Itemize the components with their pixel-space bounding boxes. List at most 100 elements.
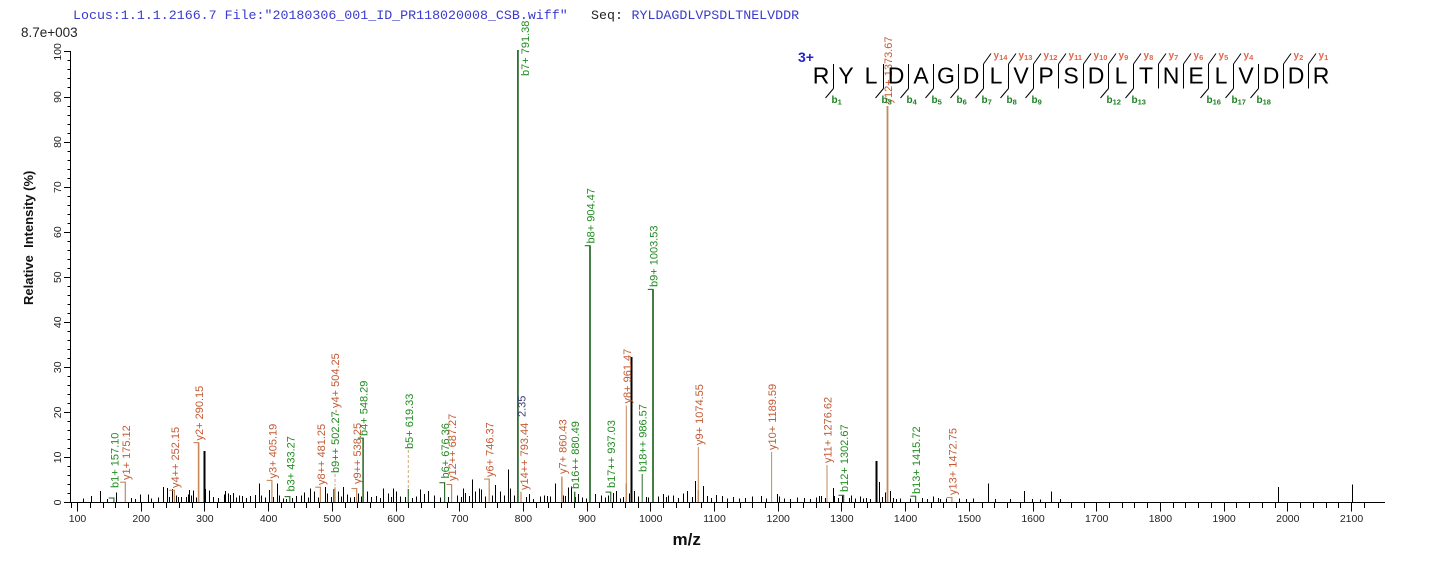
svg-text:b4+ 548.29: b4+ 548.29 bbox=[359, 381, 371, 436]
svg-text:90: 90 bbox=[52, 91, 64, 103]
svg-text:1800: 1800 bbox=[1149, 513, 1173, 525]
svg-text:R: R bbox=[813, 63, 830, 89]
svg-text:L: L bbox=[990, 63, 1003, 89]
svg-text:R: R bbox=[1313, 63, 1330, 89]
svg-text:1900: 1900 bbox=[1212, 513, 1236, 525]
svg-text:T: T bbox=[1139, 63, 1153, 89]
svg-text:y10+ 1189.59: y10+ 1189.59 bbox=[767, 384, 779, 450]
svg-text:b13+ 1415.72: b13+ 1415.72 bbox=[911, 426, 923, 494]
svg-text:y8++ 481.25: y8++ 481.25 bbox=[316, 424, 328, 485]
svg-text:L: L bbox=[1115, 63, 1128, 89]
svg-text:80: 80 bbox=[52, 136, 64, 148]
svg-text:D: D bbox=[1288, 63, 1305, 89]
svg-text:D: D bbox=[963, 63, 980, 89]
svg-text:D: D bbox=[1088, 63, 1105, 89]
svg-text:1200: 1200 bbox=[767, 513, 791, 525]
svg-text:b9++ 502.27: b9++ 502.27 bbox=[330, 411, 342, 473]
svg-text:y14: y14 bbox=[994, 51, 1009, 63]
svg-text:500: 500 bbox=[324, 513, 342, 525]
svg-text:b3: b3 bbox=[882, 95, 892, 107]
svg-text:1600: 1600 bbox=[1021, 513, 1045, 525]
svg-text:m/z: m/z bbox=[673, 530, 701, 549]
svg-text:y7: y7 bbox=[1169, 51, 1179, 63]
svg-text:N: N bbox=[1163, 63, 1180, 89]
svg-text:b18++ 986.57: b18++ 986.57 bbox=[638, 404, 650, 472]
svg-text:20: 20 bbox=[52, 406, 64, 418]
svg-text:y1: y1 bbox=[1319, 51, 1329, 63]
svg-text:b17++ 937.03: b17++ 937.03 bbox=[606, 420, 618, 488]
svg-text:y4+ 504.25: y4+ 504.25 bbox=[330, 353, 342, 408]
svg-text:b9: b9 bbox=[1032, 95, 1042, 107]
svg-text:60: 60 bbox=[52, 226, 64, 238]
svg-text:b4: b4 bbox=[907, 95, 918, 107]
svg-text:y13: y13 bbox=[1019, 51, 1033, 63]
svg-text:b13: b13 bbox=[1132, 95, 1146, 107]
svg-text:0: 0 bbox=[52, 499, 64, 505]
svg-text:P: P bbox=[1038, 63, 1053, 89]
svg-text:300: 300 bbox=[196, 513, 214, 525]
svg-text:y14++ 793.44: y14++ 793.44 bbox=[519, 423, 531, 490]
svg-text:30: 30 bbox=[52, 361, 64, 373]
svg-text:1000: 1000 bbox=[639, 513, 663, 525]
svg-text:y11: y11 bbox=[1069, 51, 1083, 63]
svg-text:-: - bbox=[330, 409, 342, 413]
svg-text:600: 600 bbox=[387, 513, 405, 525]
svg-text:y6+ 746.37: y6+ 746.37 bbox=[485, 422, 497, 477]
svg-text:L: L bbox=[1215, 63, 1228, 89]
svg-text:b16: b16 bbox=[1207, 95, 1221, 107]
svg-text:y6: y6 bbox=[1194, 51, 1204, 63]
svg-text:Y: Y bbox=[838, 63, 853, 89]
svg-text:S: S bbox=[1063, 63, 1078, 89]
svg-text:900: 900 bbox=[578, 513, 596, 525]
svg-text:b9+ 1003.53: b9+ 1003.53 bbox=[649, 226, 661, 287]
svg-text:RYLDAGDLVPSDLTNELVDDR: RYLDAGDLVPSDLTNELVDDR bbox=[632, 8, 800, 23]
svg-text:y12+ 1373.67: y12+ 1373.67 bbox=[883, 37, 895, 104]
svg-text:y7+ 860.43: y7+ 860.43 bbox=[557, 419, 569, 474]
svg-text:70: 70 bbox=[52, 181, 64, 193]
svg-text:8.7e+003: 8.7e+003 bbox=[21, 25, 78, 40]
svg-text:2100: 2100 bbox=[1340, 513, 1364, 525]
svg-text:b18: b18 bbox=[1257, 95, 1271, 107]
svg-text:y1+ 175.12: y1+ 175.12 bbox=[121, 425, 133, 480]
svg-text:y8: y8 bbox=[1144, 51, 1154, 63]
svg-text:V: V bbox=[1013, 63, 1029, 89]
svg-text:2.35: 2.35 bbox=[517, 396, 529, 417]
svg-text:Relative Intensity (%): Relative Intensity (%) bbox=[21, 171, 36, 305]
svg-text:y12++ 687.27: y12++ 687.27 bbox=[447, 414, 459, 481]
svg-text:y8+ 961.47: y8+ 961.47 bbox=[622, 349, 634, 404]
svg-text:b17: b17 bbox=[1232, 95, 1246, 107]
svg-text:y4++ 252.15: y4++ 252.15 bbox=[170, 427, 182, 488]
svg-text:100: 100 bbox=[52, 43, 64, 61]
svg-text:b5+ 619.33: b5+ 619.33 bbox=[404, 394, 416, 449]
svg-text:b8+ 904.47: b8+ 904.47 bbox=[586, 188, 598, 243]
svg-text:b12+ 1302.67: b12+ 1302.67 bbox=[839, 424, 851, 492]
svg-text:b3+ 433.27: b3+ 433.27 bbox=[285, 436, 297, 491]
svg-text:b6+ 676.36: b6+ 676.36 bbox=[440, 423, 452, 478]
svg-text:y9: y9 bbox=[1119, 51, 1129, 63]
svg-text:2000: 2000 bbox=[1276, 513, 1300, 525]
svg-text:y5: y5 bbox=[1219, 51, 1229, 63]
svg-text:V: V bbox=[1238, 63, 1254, 89]
svg-text:100: 100 bbox=[69, 513, 87, 525]
svg-text:y11+ 1276.62: y11+ 1276.62 bbox=[823, 397, 835, 463]
svg-text:y9+ 1074.55: y9+ 1074.55 bbox=[694, 384, 706, 445]
svg-text:400: 400 bbox=[260, 513, 278, 525]
svg-text:1700: 1700 bbox=[1085, 513, 1109, 525]
svg-text:E: E bbox=[1188, 63, 1203, 89]
svg-text:y4: y4 bbox=[1244, 51, 1255, 63]
svg-text:1300: 1300 bbox=[830, 513, 854, 525]
svg-text:y10: y10 bbox=[1094, 51, 1108, 63]
svg-text:y2: y2 bbox=[1294, 51, 1304, 63]
svg-text:1400: 1400 bbox=[894, 513, 918, 525]
svg-text:y13+ 1472.75: y13+ 1472.75 bbox=[947, 428, 959, 495]
svg-text:1500: 1500 bbox=[958, 513, 982, 525]
svg-text:y12: y12 bbox=[1044, 51, 1058, 63]
svg-text:A: A bbox=[913, 63, 929, 89]
svg-text:y3+ 405.19: y3+ 405.19 bbox=[267, 424, 279, 479]
svg-text:G: G bbox=[937, 63, 955, 89]
svg-text:1100: 1100 bbox=[703, 513, 726, 525]
svg-text:b1+ 157.10: b1+ 157.10 bbox=[109, 433, 121, 488]
svg-text:b5: b5 bbox=[932, 95, 942, 107]
svg-text:Locus:1.1.1.2166.7 File:"20180: Locus:1.1.1.2166.7 File:"20180306_001_ID… bbox=[73, 8, 568, 23]
svg-text:b16++ 880.49: b16++ 880.49 bbox=[570, 421, 582, 489]
